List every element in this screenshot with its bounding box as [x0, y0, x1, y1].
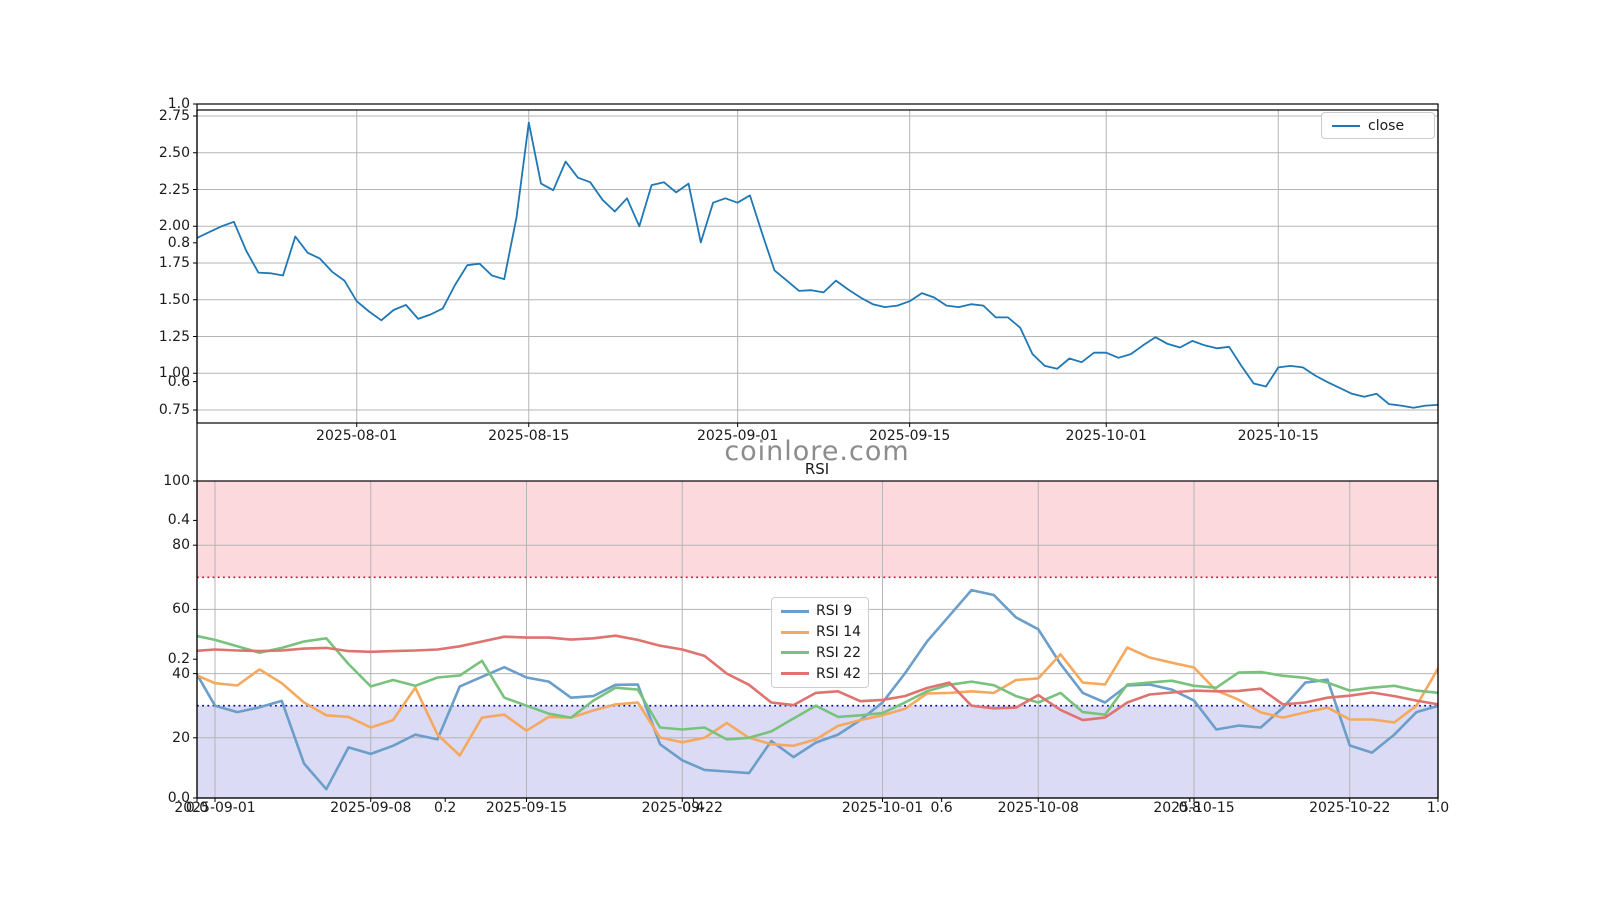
rsi-x-tick-label: 2025-09-22: [641, 800, 723, 816]
hidden-y-tick-label: 0.4: [167, 512, 190, 529]
rsi9-line: [197, 588, 1438, 791]
rsi-legend-row: RSI 22: [781, 643, 868, 663]
hidden-y-tick-label: 1.0: [167, 96, 190, 112]
rsi-x-tick-label: 2025-09-15: [485, 800, 568, 816]
price-y-tick-label: 2.00: [158, 218, 190, 235]
rsi14-legend-label: RSI 14: [816, 624, 862, 641]
rsi-x-tick-label: 2025-10-22: [1309, 800, 1391, 816]
price-y-tick-label: 1.75: [158, 255, 190, 271]
price-y-tick-label: 2.50: [158, 144, 190, 161]
hidden-x-tick-label: 0.8: [1178, 800, 1201, 816]
close-line-sample: [1332, 124, 1360, 127]
rsi-x-tick-label: 2025-10-08: [997, 800, 1079, 816]
oversold-band: [197, 705, 1438, 798]
rsi9-line-sample: [781, 609, 809, 613]
hidden-y-tick-label: 0.8: [167, 234, 190, 251]
rsi22-line-sample: [781, 651, 809, 655]
rsi42-line-sample: [781, 672, 809, 676]
price-y-tick-label: 1.25: [158, 328, 190, 345]
price-legend-label: close: [1368, 117, 1405, 134]
rsi42-legend-label: RSI 42: [816, 665, 862, 682]
price-x-tick-label: 2025-10-15: [1237, 428, 1319, 444]
hidden-y-tick-label: 0.2: [167, 651, 190, 668]
rsi-legend-row: RSI 14: [781, 622, 868, 642]
rsi-y-tick-label: 20: [172, 729, 190, 746]
rsi-x-tick-label: 2025-09-08: [330, 800, 412, 816]
hidden-x-tick-label: 0.6: [930, 800, 953, 816]
rsi-chart-title: RSI: [804, 460, 830, 478]
hidden-x-tick-label: 0.2: [434, 800, 457, 816]
price-y-tick-label: 0.75: [158, 402, 190, 418]
rsi-legend-row: RSI 42: [781, 664, 868, 684]
hidden-x-tick-label: 0.4: [682, 800, 705, 816]
hidden-x-tick-label: 1.0: [1426, 800, 1450, 816]
hidden-y-tick-label: 0.0: [167, 790, 190, 806]
close-line: [197, 121, 1438, 409]
hidden-y-tick-label: 0.6: [167, 373, 190, 390]
price-y-tick-label: 1.00: [158, 365, 190, 382]
rsi-axes-frame: [196, 480, 1439, 799]
price-y-tick-label: 2.75: [158, 108, 190, 124]
watermark: coinlore.com: [724, 436, 910, 467]
rsi14-line: [197, 646, 1438, 757]
rsi-x-tick-label: 2025-10-15: [1153, 800, 1235, 816]
price-x-tick-label: 2025-09-15: [868, 428, 951, 444]
rsi-x-tick-label: 2025-09-01: [174, 800, 256, 816]
rsi-y-tick-label: 80: [172, 537, 190, 554]
rsi-legend-row: RSI 9: [781, 601, 868, 621]
rsi-x-tick-label: 2025-10-01: [841, 800, 924, 816]
rsi14-line-sample: [781, 630, 809, 634]
price-axes-frame: [196, 109, 1439, 424]
overbought-band: [197, 481, 1438, 578]
price-y-tick-label: 2.25: [158, 181, 190, 198]
rsi-y-tick-label: 40: [172, 665, 190, 682]
rsi9-legend-label: RSI 9: [816, 603, 853, 620]
price-legend: close: [1321, 112, 1435, 139]
price-x-tick-label: 2025-08-01: [316, 428, 398, 444]
hidden-x-tick-label: 0.0: [185, 800, 209, 816]
rsi-y-tick-label: 100: [163, 473, 190, 489]
rsi22-line: [197, 634, 1438, 741]
rsi42-line: [197, 634, 1438, 722]
price-x-tick-label: 2025-09-01: [696, 428, 779, 444]
price-y-tick-label: 1.50: [158, 291, 190, 308]
rsi-y-tick-label: 60: [172, 601, 190, 618]
price-x-tick-label: 2025-10-01: [1065, 428, 1147, 444]
rsi22-legend-label: RSI 22: [816, 644, 862, 661]
rsi-legend: RSI 9 RSI 14 RSI 22 RSI 42: [771, 597, 869, 688]
price-x-tick-label: 2025-08-15: [488, 428, 570, 444]
